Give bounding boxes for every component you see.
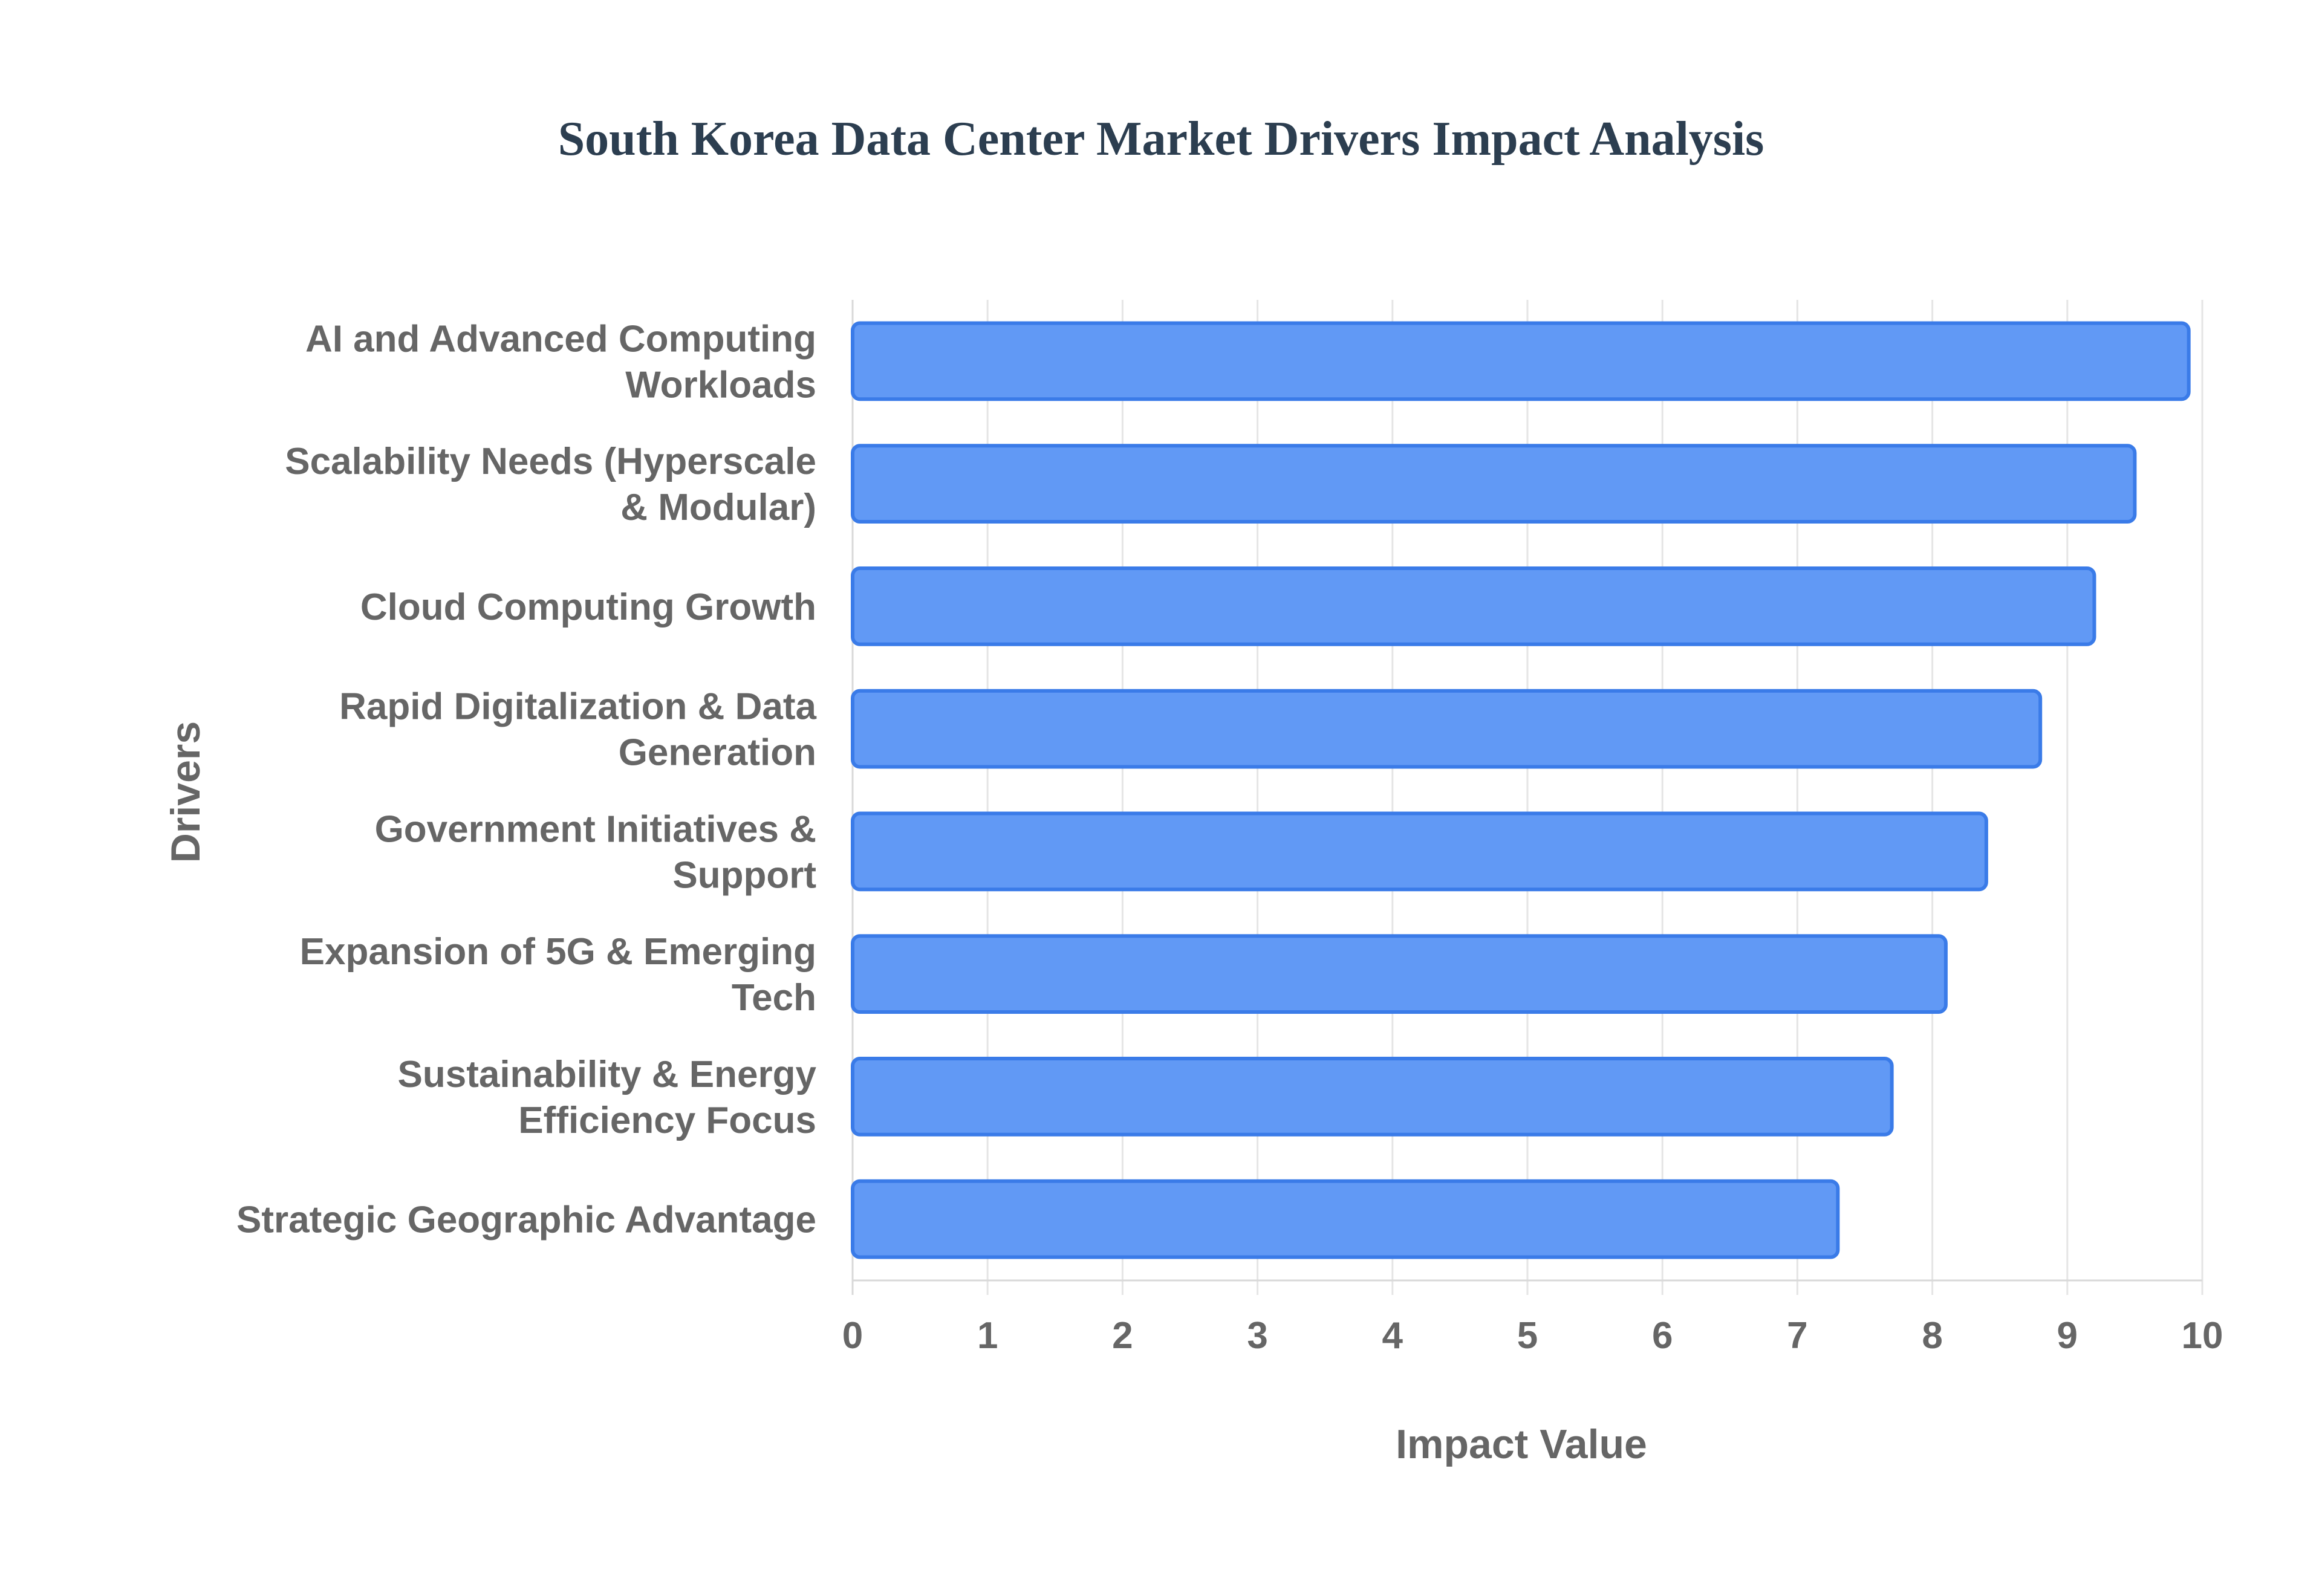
x-tick-label: 7 — [1787, 1315, 1807, 1357]
category-labels: AI and Advanced Computing Workloads Scalab… — [236, 318, 816, 1241]
bar-7 — [851, 1057, 1894, 1137]
x-tick-label: 8 — [1922, 1315, 1942, 1357]
bar-6 — [851, 934, 1948, 1014]
category-label-line: Government Initiatives & — [375, 808, 816, 850]
bars — [851, 321, 2191, 1259]
category-label: Rapid Digitalization & Data Generation — [339, 686, 816, 774]
x-axis-title: Impact Value — [1396, 1421, 1647, 1467]
category-label-line: Sustainability & Energy — [397, 1054, 816, 1095]
x-tick-label: 2 — [1112, 1315, 1133, 1357]
category-label: Cloud Computing Growth — [360, 586, 816, 628]
chart-title: South Korea Data Center Market Drivers I… — [558, 112, 1764, 166]
x-tick-label: 3 — [1247, 1315, 1267, 1357]
category-label-line: AI and Advanced Computing — [305, 318, 816, 360]
bar-5 — [851, 811, 1988, 892]
bar-1 — [851, 321, 2191, 401]
x-tick-label: 6 — [1652, 1315, 1673, 1357]
x-tick-label: 5 — [1517, 1315, 1538, 1357]
x-tick-label: 10 — [2182, 1315, 2223, 1357]
category-label: Expansion of 5G & Emerging Tech — [300, 931, 816, 1019]
x-tick-label: 4 — [1382, 1315, 1403, 1357]
category-label: Sustainability & Energy Efficiency Focus — [397, 1054, 816, 1141]
category-label-line: Support — [672, 854, 816, 896]
category-label-line: Strategic Geographic Advantage — [236, 1199, 816, 1241]
bar-8 — [851, 1179, 1840, 1259]
category-label: AI and Advanced Computing Workloads — [305, 318, 816, 406]
bar-2 — [851, 444, 2137, 524]
category-label-line: Tech — [732, 977, 816, 1019]
category-label-line: Rapid Digitalization & Data — [339, 686, 816, 728]
category-label-line: Expansion of 5G & Emerging — [300, 931, 816, 973]
category-label-line: Workloads — [625, 364, 816, 406]
y-axis-title: Drivers — [163, 721, 209, 863]
x-tick-labels: 0 1 2 3 4 5 6 7 8 9 10 — [842, 1315, 2223, 1357]
category-label-line: & Modular) — [620, 487, 816, 528]
x-tick-label: 9 — [2057, 1315, 2078, 1357]
category-label-line: Cloud Computing Growth — [360, 586, 816, 628]
category-label: Strategic Geographic Advantage — [236, 1199, 816, 1241]
category-label: Government Initiatives & Support — [375, 808, 816, 896]
x-tick-label: 1 — [977, 1315, 998, 1357]
bar-3 — [851, 566, 2096, 646]
category-label-line: Efficiency Focus — [518, 1100, 816, 1141]
category-label-line: Generation — [619, 732, 816, 774]
x-tick-label: 0 — [842, 1315, 863, 1357]
category-label-line: Scalability Needs (Hyperscale — [285, 441, 816, 482]
bar-4 — [851, 689, 2043, 769]
category-label: Scalability Needs (Hyperscale & Modular) — [285, 441, 816, 528]
